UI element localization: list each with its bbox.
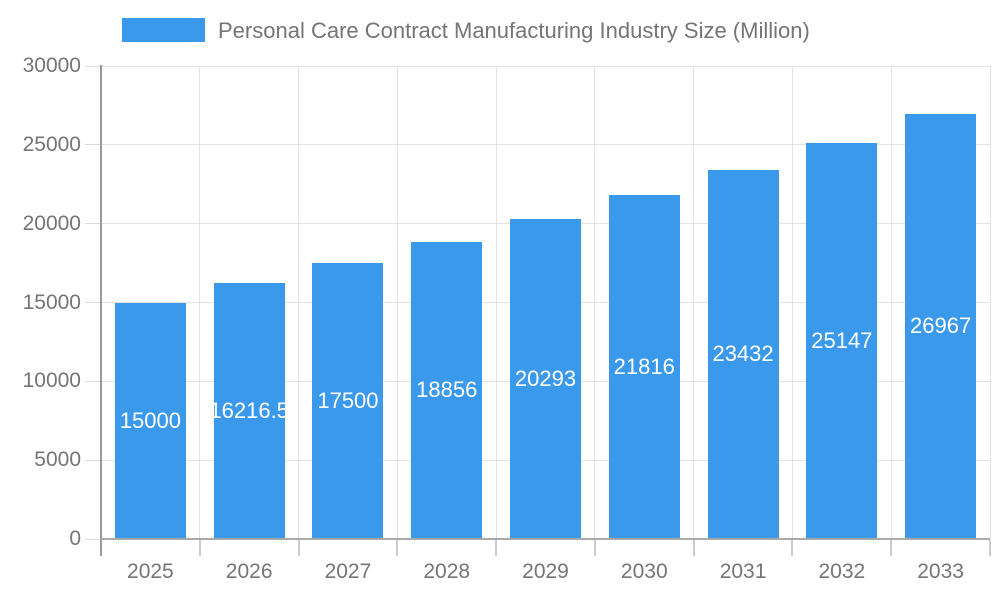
bar[interactable]: 21816: [608, 195, 680, 539]
y-axis-tick: [85, 380, 101, 382]
bar-value-label: 18856: [416, 377, 478, 403]
x-axis-tick: [198, 540, 201, 556]
bar-value-label: 25147: [811, 327, 873, 353]
y-gridline: [101, 144, 990, 146]
y-axis-tick: [85, 223, 101, 225]
bar[interactable]: 15000: [114, 302, 186, 539]
y-axis-tick: [85, 302, 101, 303]
x-axis-tick-label: 2029: [522, 560, 569, 583]
y-gridline: [101, 65, 990, 67]
bar-value-label: 16216.5: [213, 398, 285, 424]
x-axis-tick: [593, 540, 596, 556]
y-axis-tick-label: 0: [69, 527, 81, 550]
x-axis-tick: [791, 540, 794, 556]
x-axis-tick: [692, 540, 695, 556]
y-axis-tick-label: 15000: [22, 290, 81, 314]
x-axis-tick-label: 2028: [423, 560, 471, 583]
x-gridline: [989, 66, 991, 539]
bar-value-label: 21816: [613, 354, 675, 379]
x-axis-tick-label: 2031: [719, 560, 767, 583]
y-axis-tick-label: 10000: [22, 369, 81, 393]
bar-value-label: 17500: [317, 388, 379, 414]
y-axis-tick: [85, 459, 101, 461]
bar[interactable]: 18856: [411, 241, 483, 539]
x-axis-line: [100, 538, 990, 540]
bar[interactable]: 25147: [806, 142, 878, 539]
bar-value-label: 20293: [514, 366, 577, 392]
bar[interactable]: 26967: [905, 113, 977, 539]
legend-label: Personal Care Contract Manufacturing Ind…: [218, 18, 810, 43]
x-axis-tick-label: 2026: [225, 560, 273, 583]
y-axis-tick-label: 5000: [34, 448, 81, 472]
y-axis-line: [100, 65, 102, 556]
y-axis-tick-label: 25000: [22, 132, 81, 156]
x-axis-tick: [989, 540, 991, 556]
bar[interactable]: 20293: [510, 219, 581, 539]
bar[interactable]: 17500: [312, 263, 384, 539]
y-axis-tick: [85, 65, 101, 67]
x-axis-tick-label: 2033: [917, 560, 964, 583]
x-axis-tick-label: 2032: [818, 560, 866, 583]
x-axis-tick-label: 2030: [620, 560, 668, 583]
x-axis-tick-label: 2025: [127, 560, 174, 583]
y-axis-tick-label: 20000: [22, 211, 81, 235]
x-axis-tick-label: 2027: [324, 560, 372, 583]
legend-swatch: [122, 18, 205, 42]
x-axis-tick: [890, 540, 893, 556]
x-axis-tick: [495, 540, 498, 556]
bar[interactable]: 23432: [707, 169, 779, 539]
bar-value-label: 15000: [119, 407, 181, 433]
y-axis-tick: [85, 144, 101, 146]
bar[interactable]: 16216.5: [213, 283, 285, 539]
y-axis-tick: [85, 538, 101, 540]
y-axis-tick-label: 30000: [22, 54, 81, 77]
bar-value-label: 23432: [712, 341, 774, 367]
x-axis-tick: [297, 540, 300, 556]
bar-value-label: 26967: [910, 313, 972, 339]
x-axis-tick: [396, 540, 399, 556]
